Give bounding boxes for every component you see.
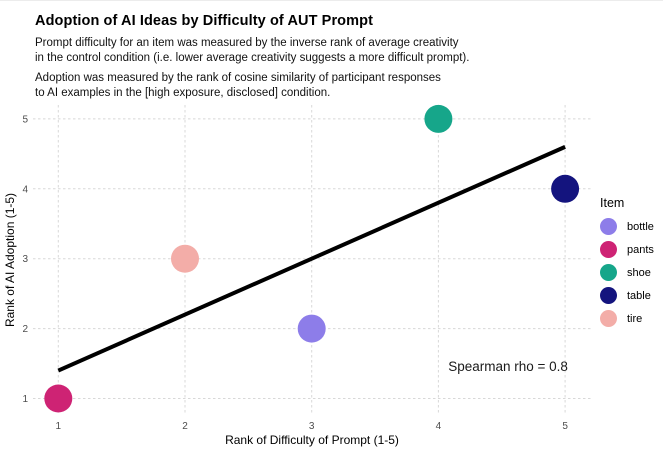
x-tick-label-4: 4 xyxy=(436,421,442,432)
chart-subtitle-difficulty: Prompt difficulty for an item was measur… xyxy=(35,36,469,65)
legend-swatch-tire xyxy=(600,310,617,327)
data-point-tire xyxy=(171,244,199,273)
legend-swatch-bottle xyxy=(600,218,617,235)
subtitle-line-3: Adoption was measured by the rank of cos… xyxy=(35,72,441,84)
legend-label-pants: pants xyxy=(627,243,654,256)
y-tick-label-5: 5 xyxy=(22,114,28,125)
data-point-pants xyxy=(44,384,73,413)
subtitle-line-1: Prompt difficulty for an item was measur… xyxy=(35,37,459,49)
x-tick-label-3: 3 xyxy=(309,421,315,432)
data-point-shoe xyxy=(424,104,453,133)
y-tick-label-1: 1 xyxy=(22,394,28,405)
chart-title: Adoption of AI Ideas by Difficulty of AU… xyxy=(35,13,374,29)
subtitle-line-2: in the control condition (i.e. lower ave… xyxy=(35,51,470,64)
x-axis-title: Rank of Difficulty of Prompt (1-5) xyxy=(225,433,399,447)
legend-swatch-shoe xyxy=(600,264,617,281)
y-tick-label-4: 4 xyxy=(22,184,28,195)
x-tick-label-1: 1 xyxy=(56,421,62,432)
legend-label-table: table xyxy=(627,289,651,302)
legend-label-shoe: shoe xyxy=(627,266,651,279)
legend-item-pants: pants xyxy=(600,238,654,261)
data-point-bottle xyxy=(297,314,326,343)
legend-label-tire: tire xyxy=(627,312,643,325)
subtitle-line-4: to AI examples in the [high exposure, di… xyxy=(35,86,331,99)
trend-line xyxy=(57,145,566,373)
y-axis-title: Rank of AI Adoption (1-5) xyxy=(3,193,17,327)
legend-items: bottle pants shoe table tire xyxy=(600,215,654,330)
x-tick-label-5: 5 xyxy=(562,421,568,432)
chart-subtitle-adoption: Adoption was measured by the rank of cos… xyxy=(35,71,441,100)
x-tick-label-2: 2 xyxy=(182,421,188,432)
legend-title: Item xyxy=(600,196,625,210)
legend-label-bottle: bottle xyxy=(627,220,654,233)
y-tick-label-3: 3 xyxy=(22,254,28,265)
y-tick-label-2: 2 xyxy=(22,324,28,335)
annotation-spearman: Spearman rho = 0.8 xyxy=(448,359,568,374)
data-point-table xyxy=(551,174,580,203)
legend: Item bottle pants shoe table tire xyxy=(600,196,654,330)
legend-item-shoe: shoe xyxy=(600,261,654,284)
legend-swatch-table xyxy=(600,287,617,304)
legend-item-bottle: bottle xyxy=(600,215,654,238)
legend-item-table: table xyxy=(600,284,654,307)
legend-item-tire: tire xyxy=(600,307,654,330)
legend-swatch-pants xyxy=(600,241,617,258)
